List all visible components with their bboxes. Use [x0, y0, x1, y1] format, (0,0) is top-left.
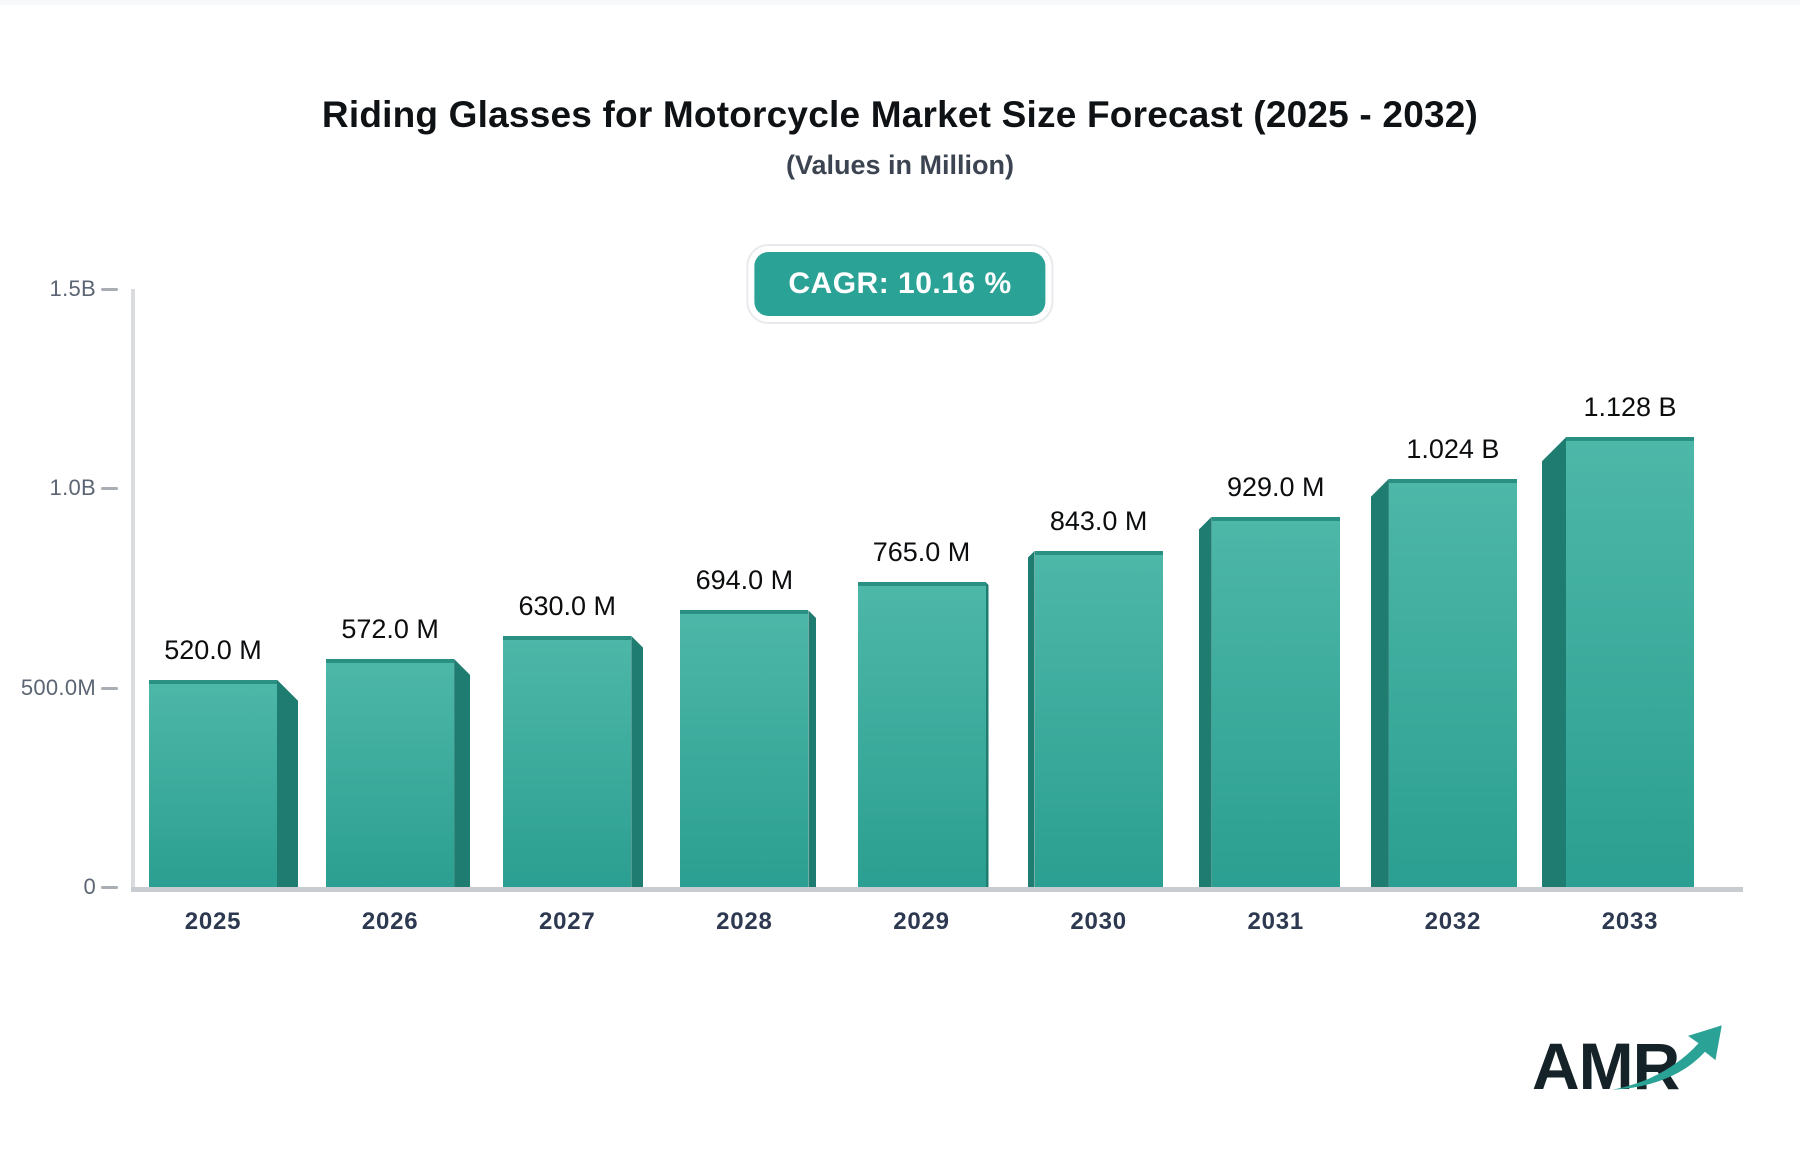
bar-side	[1198, 516, 1212, 887]
y-tick-label: 500.0M	[20, 674, 96, 700]
x-axis-baseline	[131, 887, 1743, 892]
x-tick-label: 2030	[1070, 908, 1127, 935]
bar-face	[1566, 437, 1694, 887]
bar-side	[277, 679, 298, 887]
chart-subtitle: (Values in Million)	[785, 150, 1015, 180]
x-tick-label: 2027	[538, 908, 596, 935]
page-top-strip	[0, 0, 1800, 5]
bar-value-label: 929.0 M	[1226, 471, 1325, 502]
bar-value-label: 630.0 M	[518, 590, 617, 621]
bar-value-label: 572.0 M	[341, 613, 439, 644]
bar-face	[857, 582, 986, 887]
bar-value-label: 765.0 M	[872, 537, 971, 568]
y-tick-label: 1.5B	[49, 276, 96, 301]
bar-side	[1027, 550, 1035, 887]
bar-side	[808, 610, 817, 887]
x-tick-label: 2026	[361, 908, 419, 935]
growth-arrow-icon	[1612, 1025, 1722, 1090]
bar-face	[503, 635, 632, 887]
y-tick-dash	[101, 886, 118, 889]
bar-side	[1370, 478, 1389, 887]
bar-value-label: 520.0 M	[164, 634, 262, 665]
y-tick-dash	[101, 686, 118, 690]
cagr-badge: CAGR: 10.16 %	[754, 252, 1046, 316]
bar-side	[985, 582, 989, 887]
bar-value-label: 694.0 M	[695, 565, 794, 596]
amr-logo: AMR	[1532, 1018, 1732, 1118]
bar-value-label: 843.0 M	[1049, 505, 1148, 536]
bar-value-label: 1.024 B	[1406, 433, 1500, 464]
bar-face	[1034, 550, 1163, 887]
bar-face	[1388, 478, 1517, 887]
x-tick-label: 2025	[184, 908, 242, 935]
bar-side	[631, 635, 644, 887]
x-tick-label: 2029	[893, 908, 950, 935]
x-tick-label: 2028	[716, 908, 773, 935]
y-tick-label: 0	[83, 874, 96, 899]
bar-side	[1542, 437, 1566, 887]
bar-side	[454, 658, 471, 887]
bar-face	[326, 658, 455, 887]
bar-face	[1211, 516, 1340, 887]
x-tick-label: 2033	[1601, 908, 1659, 935]
bar-face	[149, 679, 277, 887]
bar-face	[680, 610, 809, 887]
y-tick-label: 1.0B	[49, 475, 96, 501]
amr-logo-text: AMR	[1532, 1029, 1680, 1103]
chart-title: Riding Glasses for Motorcycle Market Siz…	[321, 94, 1479, 135]
x-tick-label: 2031	[1247, 908, 1305, 935]
x-tick-label: 2032	[1424, 908, 1482, 935]
y-tick-dash	[101, 487, 118, 491]
y-axis-line	[131, 289, 135, 892]
bar-value-label: 1.128 B	[1583, 392, 1677, 423]
y-tick-dash	[101, 288, 118, 291]
